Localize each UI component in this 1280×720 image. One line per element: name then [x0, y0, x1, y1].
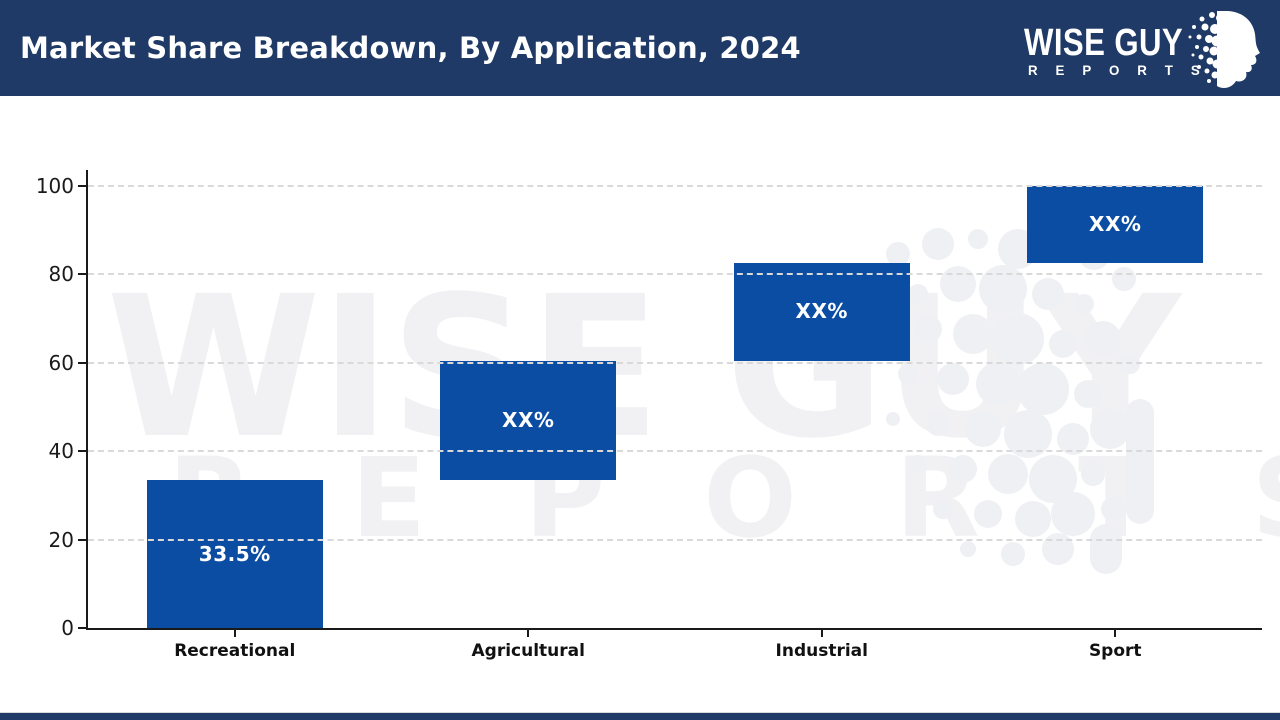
- bar-value-label: XX%: [795, 299, 848, 324]
- bar-segment: [146, 479, 323, 628]
- y-tick-label: 80: [48, 262, 74, 287]
- header: Market Share Breakdown, By Application, …: [0, 0, 1280, 96]
- y-axis: [86, 170, 88, 630]
- gridline: [88, 538, 1262, 541]
- bar-chart: 0 20 40 60 80 100 33.5% Recreational XX% Agricult…: [0, 96, 1280, 712]
- y-tick-mark: [78, 361, 87, 364]
- gridline: [88, 185, 1262, 187]
- logo-wordmark: WISE GUY: [1024, 22, 1184, 64]
- logo-head-icon: [1188, 11, 1260, 89]
- y-tick-label: 100: [35, 174, 74, 198]
- bar-value-label: 33.5%: [198, 541, 271, 566]
- y-tick-label: 40: [48, 439, 74, 464]
- y-tick-mark: [78, 450, 87, 453]
- bar-value-label: XX%: [1089, 212, 1142, 236]
- x-tick-mark: [233, 629, 236, 637]
- y-tick-mark: [78, 185, 87, 187]
- bar-value-label: XX%: [502, 407, 555, 432]
- x-category-label: Recreational: [174, 641, 296, 661]
- x-axis: [86, 628, 1262, 630]
- bar-segment: [733, 263, 910, 361]
- bar-segment: [1027, 186, 1204, 264]
- gridline: [88, 273, 1262, 276]
- y-tick-label: 0: [61, 616, 74, 640]
- x-category-label: Agricultural: [471, 641, 585, 661]
- wise-guy-logo: WISE GUY R E P O R T S: [1002, 6, 1264, 90]
- page-title: Market Share Breakdown, By Application, …: [20, 31, 801, 65]
- footer-bar: [0, 713, 1280, 720]
- y-tick-label: 60: [48, 350, 74, 375]
- bar-segment: [440, 360, 617, 480]
- x-category-label: Sport: [1088, 641, 1142, 661]
- gridline: [88, 450, 1262, 453]
- y-tick-mark: [78, 627, 87, 629]
- x-tick-mark: [820, 629, 823, 637]
- y-tick-mark: [78, 273, 87, 276]
- y-tick-label: 20: [48, 527, 74, 552]
- y-tick-mark: [78, 538, 87, 541]
- x-category-label: Industrial: [775, 641, 868, 661]
- chart-area: WISE GUY R E P O R T S: [0, 96, 1280, 713]
- x-tick-mark: [1114, 629, 1117, 637]
- logo-subtext: R E P O R T S: [1028, 62, 1207, 78]
- x-tick-mark: [527, 629, 530, 637]
- gridline: [88, 361, 1262, 364]
